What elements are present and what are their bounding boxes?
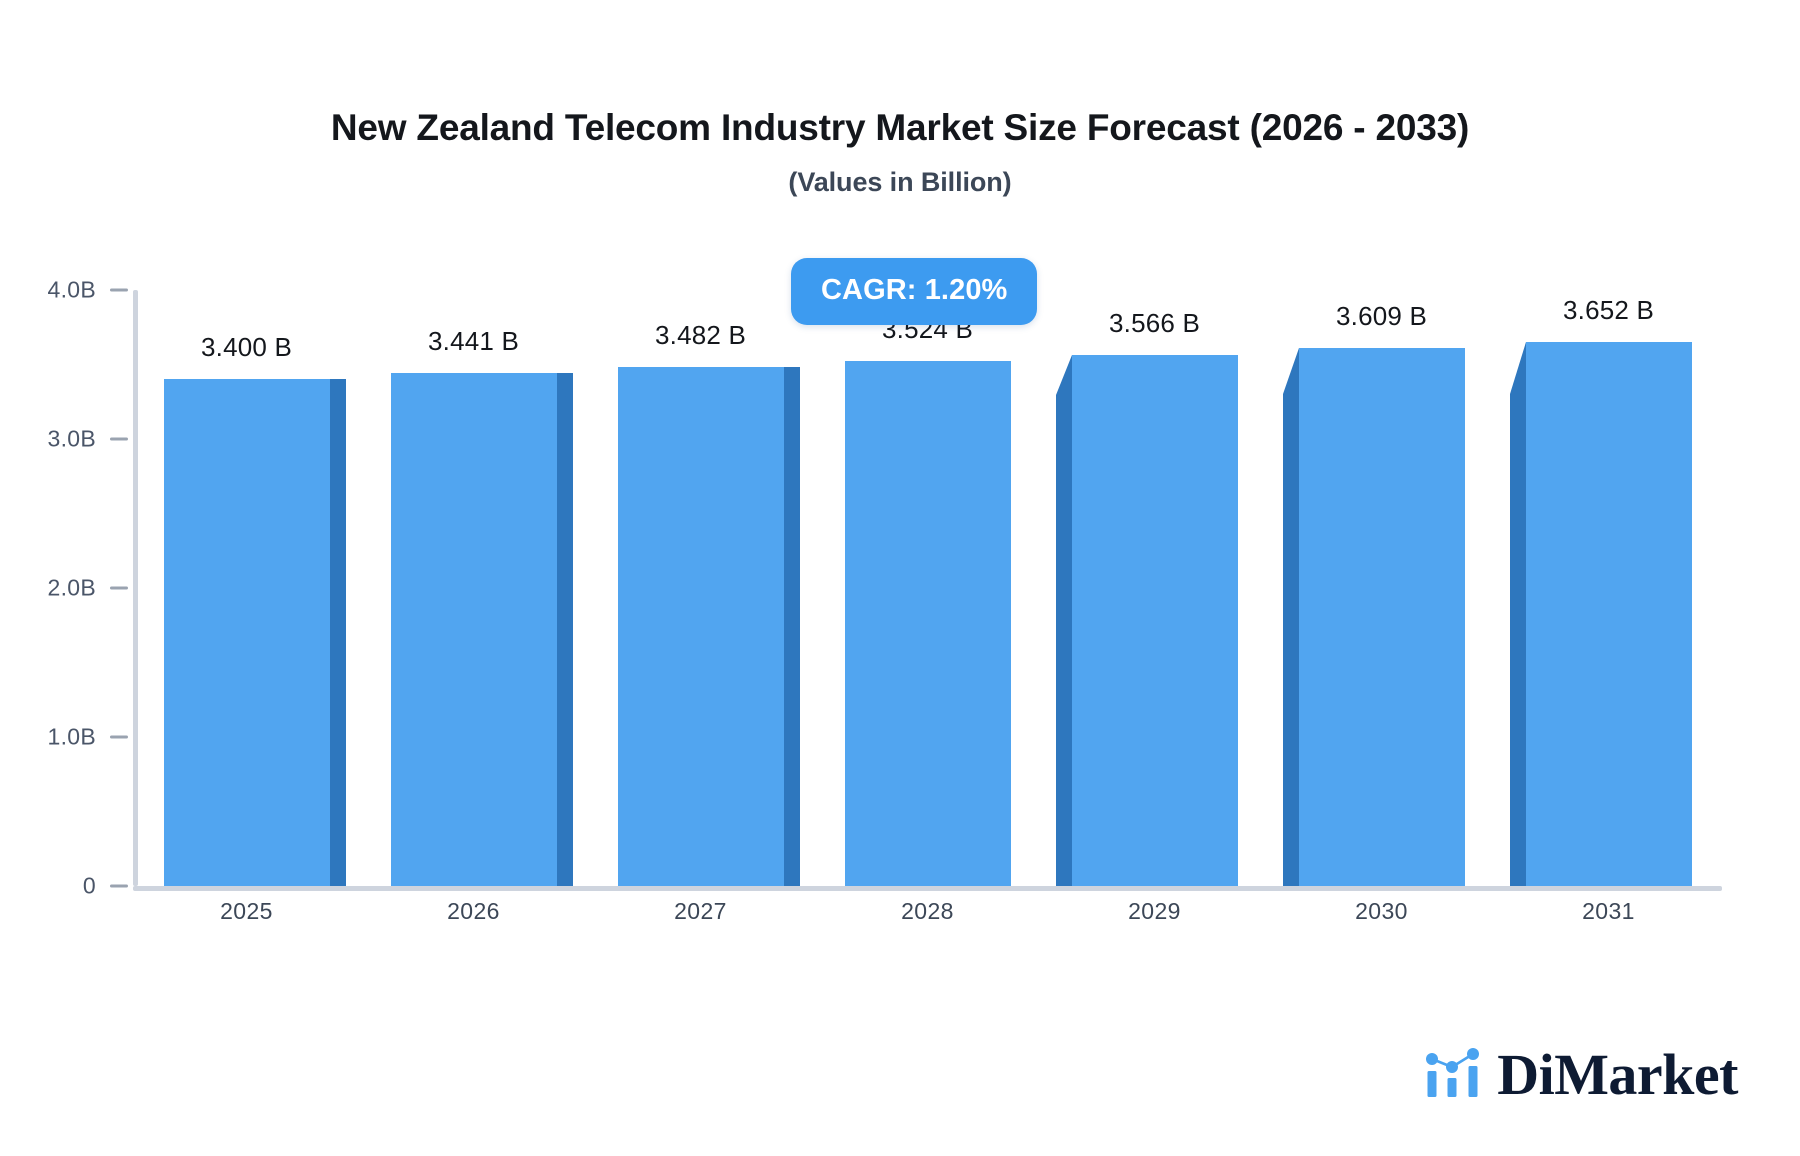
y-axis-tick-mark	[110, 437, 128, 441]
y-axis-tick: 3.0B	[0, 426, 128, 453]
bar-side-cap	[329, 379, 346, 432]
bar[interactable]: 3.482 B	[617, 320, 800, 886]
y-axis-line	[133, 290, 138, 886]
bar-chart-icon	[1425, 1047, 1481, 1104]
bar-side-face	[1055, 354, 1072, 886]
bar-value-label: 3.441 B	[427, 326, 520, 357]
bar-side-cap	[1282, 348, 1299, 395]
bar-value-label: 3.400 B	[200, 332, 293, 363]
bar[interactable]: 3.400 B	[163, 332, 346, 886]
bar-side-cap	[783, 367, 800, 408]
bar[interactable]: 3.566 B	[1055, 308, 1238, 886]
bar-face	[844, 360, 1011, 886]
x-axis-line	[133, 886, 1722, 891]
y-axis-tick-mark	[110, 586, 128, 590]
bar-side-cap	[1509, 341, 1526, 394]
y-axis-tick: 1.0B	[0, 724, 128, 751]
chart-title: New Zealand Telecom Industry Market Size…	[330, 107, 1470, 148]
x-axis-label: 2028	[901, 898, 954, 924]
bar-face	[390, 373, 557, 886]
bar-side-cap	[1055, 354, 1072, 395]
bar-face	[1298, 348, 1465, 886]
y-axis-tick: 2.0B	[0, 575, 128, 602]
y-axis-tick-label: 4.0B	[47, 276, 96, 303]
bar-side-face	[329, 379, 346, 886]
y-axis-tick-mark	[110, 884, 128, 888]
bar-side-face	[1509, 341, 1526, 886]
cagr-badge: CAGR: 1.20%	[791, 258, 1038, 325]
chart-subtitle: (Values in Billion)	[788, 166, 1012, 197]
chart-title-block: New Zealand Telecom Industry Market Size…	[0, 107, 1800, 198]
bar-value-label: 3.652 B	[1562, 294, 1655, 325]
bar-value-label: 3.482 B	[654, 320, 747, 351]
bar-face	[1071, 354, 1238, 886]
y-axis-tick-mark	[110, 288, 128, 292]
bar[interactable]: 3.609 B	[1282, 301, 1465, 886]
bar-side-face	[1282, 348, 1299, 886]
x-axis-labels: 2025 2026 2027 2028 2029 2030 2031	[133, 898, 1722, 938]
bar-value-label: 3.609 B	[1335, 301, 1428, 332]
bar[interactable]: 3.652 B	[1509, 295, 1692, 886]
bar-face	[163, 379, 330, 886]
brand-logo: DiMarket	[1425, 1046, 1738, 1104]
y-axis-tick-label: 0	[82, 872, 96, 899]
bar-value-label: 3.566 B	[1108, 307, 1201, 338]
y-axis-tick-label: 1.0B	[47, 723, 96, 750]
y-axis-tick-mark	[110, 735, 128, 739]
x-axis-label: 2026	[447, 898, 500, 924]
x-axis-label: 2025	[220, 898, 273, 924]
bar-side-face	[783, 367, 800, 886]
x-axis-label: 2030	[1355, 898, 1408, 924]
x-axis-label: 2029	[1128, 898, 1181, 924]
bar-side-cap	[556, 373, 573, 420]
y-axis-tick: 4.0B	[0, 277, 128, 304]
plot-area: 3.400 B 3.441 B 3.482 B 3.524 B 3.566 B 3.609…	[47, 277, 1722, 899]
bar-face	[617, 367, 784, 886]
y-axis-tick-label: 3.0B	[47, 425, 96, 452]
bar[interactable]: 3.441 B	[390, 326, 573, 886]
bar-series: 3.400 B 3.441 B 3.482 B 3.524 B 3.566 B 3.609…	[133, 290, 1722, 886]
y-axis-tick: 0	[0, 873, 128, 900]
bar-face	[1525, 341, 1692, 886]
x-axis-label: 2031	[1582, 898, 1635, 924]
x-axis-label: 2027	[674, 898, 727, 924]
brand-name: DiMarket	[1497, 1042, 1738, 1107]
y-axis-tick-label: 2.0B	[47, 574, 96, 601]
bar[interactable]: 3.524 B	[844, 314, 1011, 886]
bar-side-face	[556, 373, 573, 886]
